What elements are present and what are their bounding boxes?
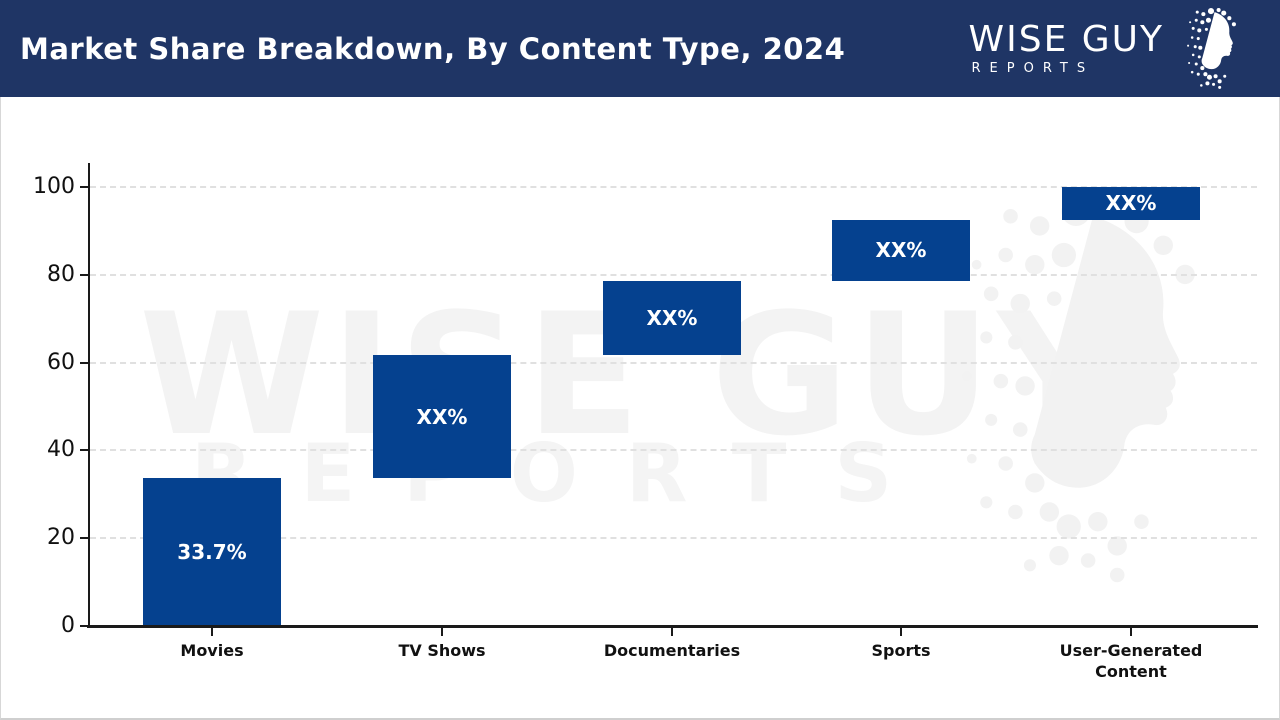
page-title: Market Share Breakdown, By Content Type,… <box>20 31 846 66</box>
y-axis <box>88 163 90 626</box>
header-bar: Market Share Breakdown, By Content Type,… <box>0 0 1280 97</box>
gridline <box>90 361 1257 364</box>
y-tick-mark <box>80 273 88 276</box>
bar-tv-shows: XX% <box>373 355 511 479</box>
gridline <box>90 537 1257 540</box>
x-tick-mark <box>1130 628 1132 636</box>
x-tick-label: TV Shows <box>398 641 486 660</box>
y-tick-mark <box>80 449 88 452</box>
bar-value-label: XX% <box>416 404 468 429</box>
gridline <box>90 449 1257 452</box>
x-tick-label: Movies <box>180 641 244 660</box>
x-axis <box>87 625 1258 628</box>
wiseguy-logo: WISE GUY REPORTS <box>969 7 1255 91</box>
logo-wordmark: WISE GUY REPORTS <box>968 19 1165 76</box>
y-tick-label: 40 <box>47 437 75 463</box>
bar-value-label: XX% <box>646 306 698 331</box>
x-tick-label: User-Generated Content <box>1059 641 1203 681</box>
wiseguy-face-icon <box>1187 7 1236 89</box>
x-tick-mark <box>211 628 213 636</box>
bar-sports: XX% <box>832 219 970 281</box>
bar-movies: 33.7% <box>143 478 281 626</box>
y-tick-mark <box>80 186 88 188</box>
logo-line2: REPORTS <box>971 61 1095 76</box>
x-tick-mark <box>900 628 902 636</box>
bar-documentaries: XX% <box>603 280 741 356</box>
y-tick-label: 80 <box>47 261 75 287</box>
bar-value-label: XX% <box>1105 191 1157 216</box>
bar-value-label: XX% <box>875 238 927 263</box>
y-tick-label: 60 <box>47 349 75 375</box>
x-tick-mark <box>441 628 443 636</box>
x-tick-mark <box>671 628 673 636</box>
bar-user-generated-content: XX% <box>1062 187 1200 220</box>
chart-area: WISE GUY REPORTS 0 20 40 60 80 100 33.7% Movies… <box>0 97 1280 720</box>
x-tick-label: Sports <box>871 641 931 660</box>
logo-line1: WISE GUY <box>968 19 1164 60</box>
y-tick-label: 20 <box>47 525 75 551</box>
y-tick-mark <box>80 625 88 627</box>
y-tick-mark <box>80 361 88 364</box>
y-tick-mark <box>80 537 88 540</box>
y-tick-label: 0 <box>61 613 75 638</box>
gridline <box>90 273 1257 276</box>
bar-value-label: 33.7% <box>177 540 247 565</box>
watermark-line2: REPORTS <box>191 427 941 520</box>
gridline <box>90 186 1257 188</box>
y-tick-label: 100 <box>33 174 75 199</box>
x-tick-label: Documentaries <box>603 641 741 660</box>
